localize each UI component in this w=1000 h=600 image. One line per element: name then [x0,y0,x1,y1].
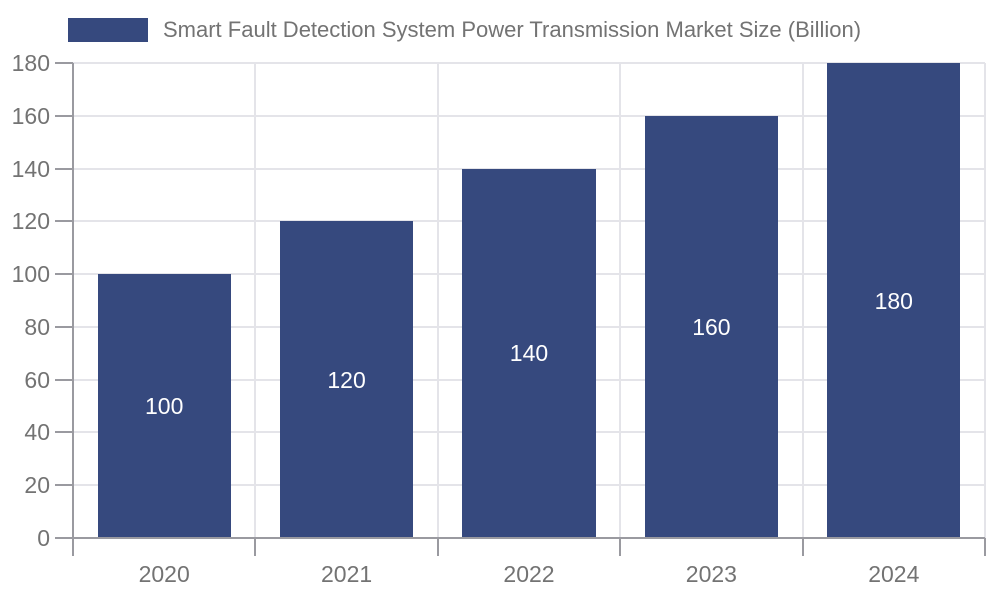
y-tick [55,325,73,328]
y-tick-label: 40 [24,419,50,446]
v-gridline [619,63,622,538]
bar [644,115,778,538]
y-tick [55,114,73,117]
y-tick [55,273,73,276]
x-tick-label: 2020 [138,561,190,587]
bar [280,221,414,538]
bar [97,274,231,538]
x-tick-label: 2024 [868,561,920,587]
v-gridline [254,63,257,538]
v-gridline [984,63,986,538]
bar [462,168,596,538]
legend-item[interactable]: Smart Fault Detection System Power Trans… [68,17,861,43]
legend-swatch [68,18,148,42]
x-axis-line [73,537,985,539]
y-tick-label: 160 [11,102,50,129]
x-tick [436,538,439,556]
x-tick [984,538,986,556]
y-tick [55,62,73,64]
x-tick [619,538,622,556]
y-tick [55,431,73,434]
bar [827,63,961,538]
x-tick [801,538,804,556]
y-tick-label: 20 [24,472,50,499]
v-gridline [801,63,804,538]
bar-value-label: 160 [692,313,731,340]
h-gridline [73,114,985,117]
v-gridline [436,63,439,538]
h-gridline [73,62,985,64]
x-tick-label: 2023 [685,561,737,587]
legend-label: Smart Fault Detection System Power Trans… [163,17,862,42]
x-tick [254,538,257,556]
y-tick [55,378,73,381]
x-tick [72,538,74,556]
bar-value-label: 180 [874,287,913,314]
y-axis-line [72,63,74,538]
y-tick [55,484,73,487]
y-tick [55,220,73,223]
y-tick-label: 80 [24,313,50,340]
bar-value-label: 140 [509,340,549,367]
y-tick-label: 120 [11,208,50,235]
y-tick-label: 0 [37,525,50,551]
x-tick-label: 2022 [503,561,555,587]
y-tick-label: 60 [24,366,50,393]
bar-value-label: 120 [327,366,366,393]
bar-value-label: 100 [144,393,184,420]
y-tick-label: 140 [11,155,50,182]
x-tick-label: 2021 [321,561,373,587]
y-tick [55,537,73,539]
y-tick-label: 100 [11,261,50,288]
y-tick [55,167,73,170]
y-tick-label: 180 [11,50,50,76]
